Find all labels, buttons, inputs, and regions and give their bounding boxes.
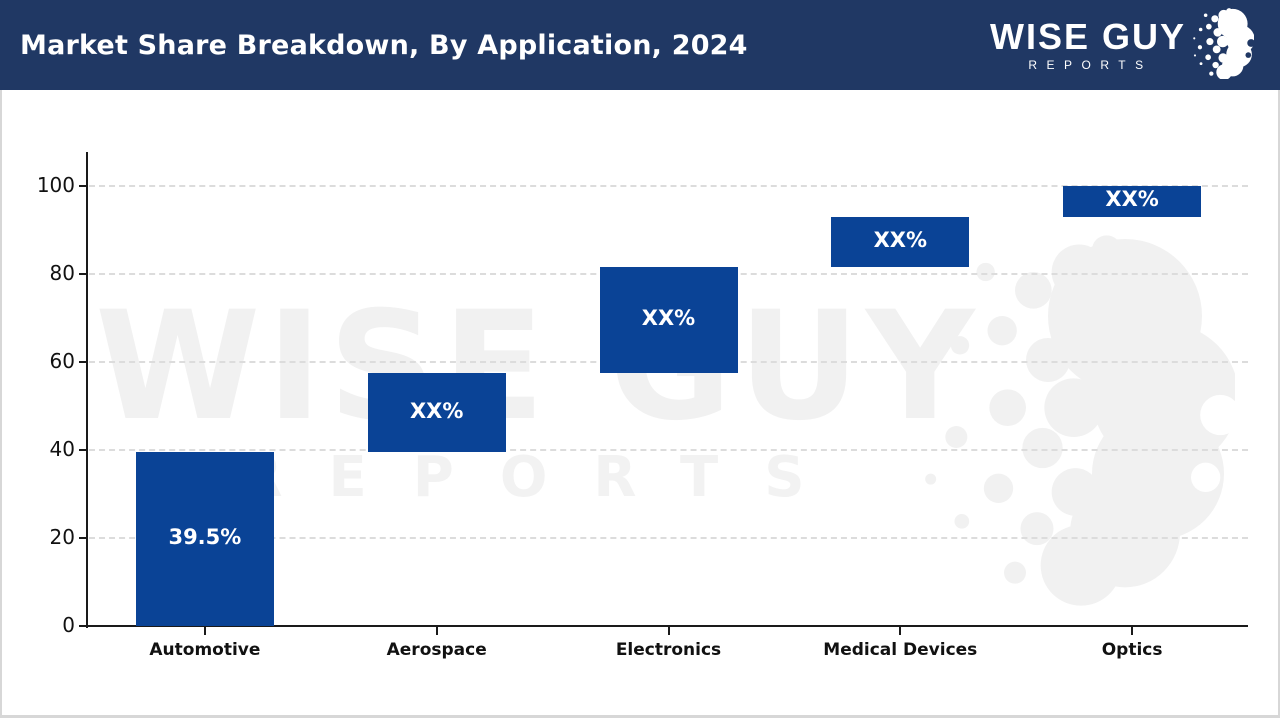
- brand-name: WISE GUY: [989, 15, 1186, 57]
- brand-face-icon: [1190, 7, 1256, 83]
- y-tick-label-40: 40: [49, 437, 75, 461]
- bar-automotive: [135, 452, 274, 626]
- x-category-label: Aerospace: [386, 640, 487, 660]
- page-title: Market Share Breakdown, By Application, …: [20, 29, 748, 61]
- y-tick-label-20: 20: [49, 525, 75, 549]
- y-tick-60: [79, 361, 87, 363]
- bar-optics: [1063, 186, 1202, 217]
- bar-medical-devices: [831, 216, 970, 268]
- y-tick-label-100: 100: [36, 173, 75, 197]
- y-tick-100: [79, 185, 87, 187]
- x-tick-4: [1131, 627, 1134, 635]
- bar-value-label: XX%: [1105, 187, 1159, 212]
- y-axis-line: [86, 152, 88, 628]
- left-edge-line: [0, 90, 2, 718]
- bar-value-label: XX%: [409, 398, 464, 423]
- y-tick-label-60: 60: [49, 349, 75, 373]
- bar-value-label: XX%: [641, 306, 696, 331]
- watermark-text: WISE GUY: [95, 280, 981, 454]
- y-tick-80: [79, 273, 87, 275]
- bar-electronics: [599, 267, 738, 373]
- x-category-label: Automotive: [149, 640, 261, 660]
- gridline-100: [89, 185, 1248, 187]
- brand-logo-text: WISE GUY REPORTS: [989, 15, 1186, 72]
- watermark-subtext: REPORTS: [239, 445, 851, 510]
- bottom-edge-line: [0, 715, 1280, 718]
- x-tick-2: [667, 627, 670, 635]
- x-category-label: Electronics: [615, 640, 722, 660]
- x-tick-0: [203, 627, 206, 635]
- y-tick-0: [79, 625, 87, 627]
- brand-logo: WISE GUY REPORTS: [989, 7, 1256, 83]
- x-axis-line: [86, 625, 1248, 627]
- y-tick-label-0: 0: [62, 613, 75, 637]
- x-tick-1: [435, 627, 438, 635]
- bar-aerospace: [367, 373, 506, 453]
- header-bar: Market Share Breakdown, By Application, …: [0, 0, 1280, 90]
- watermark-face-icon: [905, 205, 1241, 629]
- bar-value-label: 39.5%: [168, 525, 242, 550]
- gridline-40: [89, 449, 1248, 451]
- y-tick-label-80: 80: [49, 261, 75, 285]
- x-category-label: Medical Devices: [823, 640, 978, 660]
- gridline-20: [89, 537, 1248, 539]
- bar-value-label: XX%: [873, 228, 928, 253]
- x-tick-3: [899, 627, 902, 635]
- x-category-label: Optics: [1101, 640, 1163, 660]
- y-tick-40: [79, 449, 87, 451]
- right-edge-line: [1278, 90, 1280, 718]
- y-tick-20: [79, 537, 87, 539]
- brand-subname: REPORTS: [1028, 57, 1153, 72]
